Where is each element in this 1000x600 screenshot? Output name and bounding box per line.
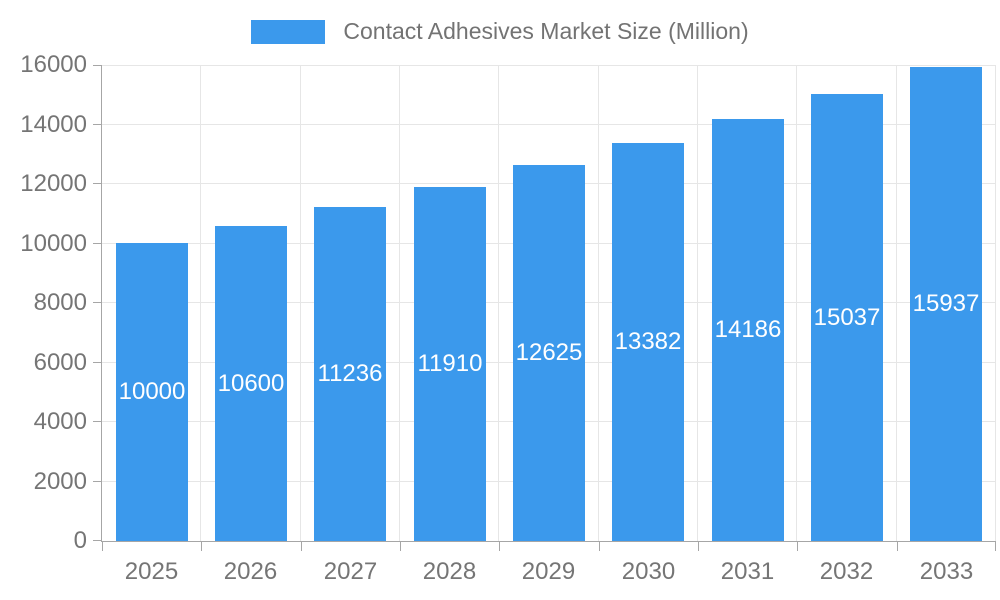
bar-value-label: 11236 [317,360,383,387]
x-gridline [597,65,599,541]
y-axis-tick [93,65,101,66]
y-axis-tick [93,302,101,303]
x-axis-tick-label: 2031 [720,558,775,585]
y-axis-tick-label: 0 [73,527,87,554]
y-axis-tick [93,540,101,541]
bar [314,207,386,541]
x-axis-tick-label: 2030 [621,558,676,585]
bar-value-label: 13382 [614,328,682,355]
bar [513,165,585,541]
x-axis-tick [995,542,996,551]
bar-value-label: 15937 [912,290,980,317]
x-gridline [697,65,698,541]
y-axis-tick-label: 6000 [33,348,87,376]
x-gridline [299,65,301,541]
x-gridline [200,65,202,541]
x-axis-tick [896,542,898,551]
x-axis-tick [300,542,302,551]
legend-item[interactable]: Contact Adhesives Market Size (Million) [251,18,749,45]
bar [215,226,287,541]
bar-value-label: 10000 [118,378,186,405]
y-axis-tick-label: 2000 [33,467,87,495]
y-axis-tick-label: 10000 [20,229,87,257]
x-axis-tick [499,542,501,551]
x-gridline [796,65,798,541]
bar-value-label: 15037 [813,304,881,331]
x-gridline [895,65,897,541]
y-axis-tick [93,123,101,125]
bar [414,187,486,541]
legend-label: Contact Adhesives Market Size (Million) [343,18,749,44]
x-axis-tick [797,542,799,551]
y-gridline [102,65,996,66]
x-gridline [399,65,400,541]
x-axis-tick-label: 2032 [819,558,874,585]
x-gridline [498,65,500,541]
x-axis-tick-label: 2029 [521,558,576,585]
y-axis-tick [93,480,101,482]
x-axis-tick [698,542,699,551]
x-gridline [995,65,996,541]
bar [116,243,188,541]
bar-value-label: 11910 [417,350,483,377]
x-axis-tick-label: 2025 [124,558,179,585]
legend: Contact Adhesives Market Size (Million) [0,18,1000,45]
x-axis-tick [400,542,401,551]
bar [811,94,883,541]
y-axis-tick [93,361,101,363]
x-axis-tick-label: 2026 [223,558,278,585]
x-axis-tick [201,542,203,551]
plot-area: 0 2000 4000 6000 8000 10000 12000 14000 16000 100… [20,52,996,585]
y-axis-tick [93,421,101,422]
y-axis-tick-label: 4000 [33,408,87,435]
bar-value-label: 12625 [515,339,583,366]
bar-value-label: 10600 [217,370,285,397]
y-axis-tick [93,183,101,184]
y-axis-tick-label: 8000 [33,289,87,316]
y-axis-tick [93,242,101,244]
y-axis-tick-label: 16000 [20,51,87,78]
x-axis-tick-label: 2028 [422,558,477,585]
x-axis-tick-label: 2027 [323,558,378,585]
legend-swatch-icon [251,19,326,44]
y-gridline [102,123,996,125]
y-axis-tick-label: 14000 [20,110,87,138]
bar-value-label: 14186 [714,316,782,343]
bar [712,119,784,541]
x-axis-tick [598,542,600,551]
bar [612,143,684,541]
y-axis-tick-label: 12000 [20,170,87,197]
x-axis-tick-label: 2033 [919,558,974,585]
x-axis-tick [102,542,103,551]
bar [910,67,982,541]
